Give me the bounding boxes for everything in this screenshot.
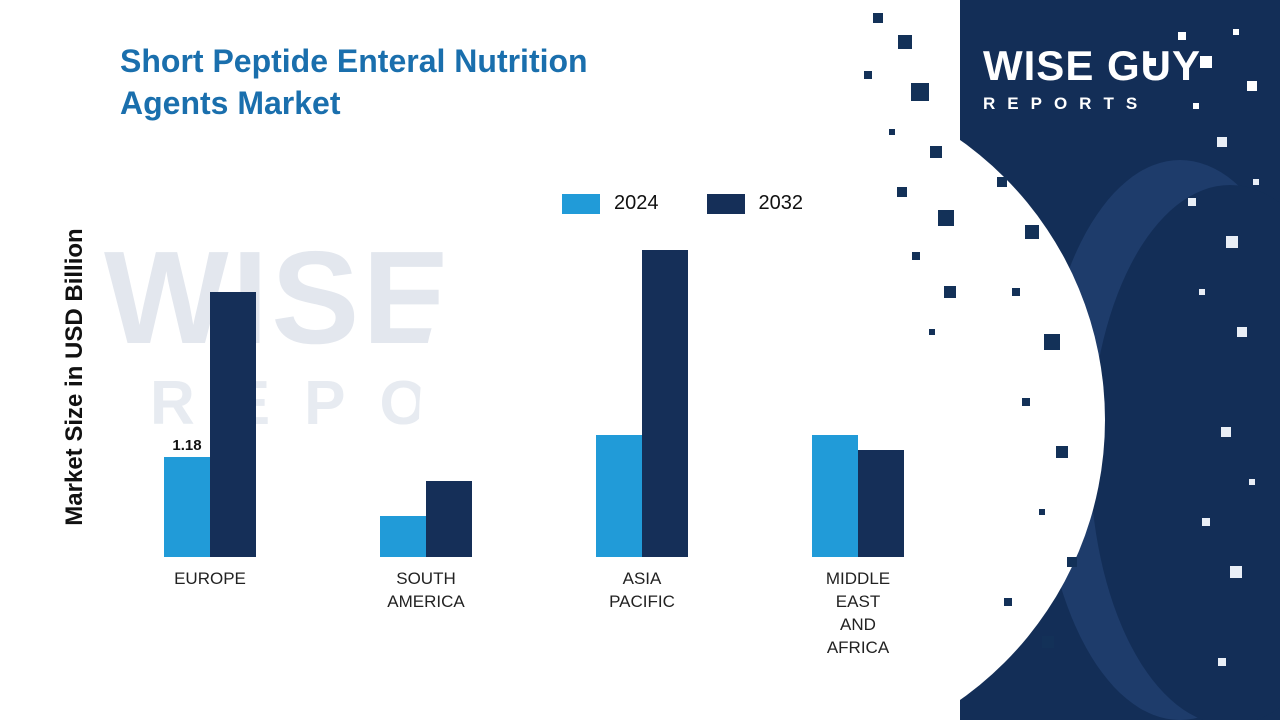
category-label-middle-east-and-africa: MIDDLE EAST AND AFRICA (825, 569, 891, 657)
bar-2032-middle-east-and-africa (858, 450, 904, 557)
bars-asia-pacific (596, 250, 688, 557)
barwrap-2032-middle-east-and-africa (858, 450, 904, 557)
legend: 2024 2032 (562, 192, 803, 215)
bar-2024-europe (164, 457, 210, 557)
wise-guy-reports-logo: WISE GUY REPORTS (983, 42, 1201, 114)
bar-group-europe: 1.18 EUROPE (102, 217, 318, 588)
bars-europe: 1.18 (164, 292, 256, 557)
barwrap-2024-asia-pacific (596, 435, 642, 557)
barwrap-2024-south-america (380, 516, 426, 557)
bar-group-middle-east-and-africa: MIDDLE EAST AND AFRICA (750, 217, 966, 657)
legend-label-2032: 2032 (758, 192, 804, 214)
bar-2032-asia-pacific (642, 250, 688, 557)
category-label-asia-pacific: ASIA PACIFIC (609, 569, 675, 611)
legend-item-2024: 2024 (562, 192, 659, 215)
barwrap-2032-south-america (426, 481, 472, 557)
plot-area: 1.18 EUROPE SOUTH AMERICA ASIA PACIFIC MIDDL… (102, 217, 966, 657)
bar-2024-asia-pacific (596, 435, 642, 557)
bar-2032-europe (210, 292, 256, 557)
bars-middle-east-and-africa (812, 435, 904, 557)
barwrap-2024-middle-east-and-africa (812, 435, 858, 557)
panel-curve-circle (419, 77, 1105, 720)
y-axis-label: Market Size in USD Billion (61, 228, 88, 526)
page-title: Short Peptide Enteral Nutrition Agents M… (120, 43, 588, 122)
bar-group-south-america: SOUTH AMERICA (318, 217, 534, 611)
bar-2032-south-america (426, 481, 472, 557)
legend-swatch-2032 (706, 193, 745, 214)
barwrap-2024-europe: 1.18 (164, 437, 210, 557)
barwrap-2032-asia-pacific (642, 250, 688, 557)
data-label-2024-europe: 1.18 (172, 437, 202, 454)
category-label-europe: EUROPE (174, 569, 246, 588)
logo-wordmark: WISE GUY (983, 42, 1202, 89)
barwrap-2032-europe (210, 292, 256, 557)
bar-2024-middle-east-and-africa (812, 435, 858, 557)
bar-2024-south-america (380, 516, 426, 557)
legend-swatch-2024 (562, 193, 600, 214)
category-label-south-america: SOUTH AMERICA (387, 569, 465, 611)
logo-subtitle: REPORTS (983, 94, 1150, 113)
legend-item-2032: 2032 (706, 192, 804, 215)
bars-south-america (380, 481, 472, 557)
legend-label-2024: 2024 (614, 192, 659, 214)
bar-group-asia-pacific: ASIA PACIFIC (534, 217, 750, 611)
